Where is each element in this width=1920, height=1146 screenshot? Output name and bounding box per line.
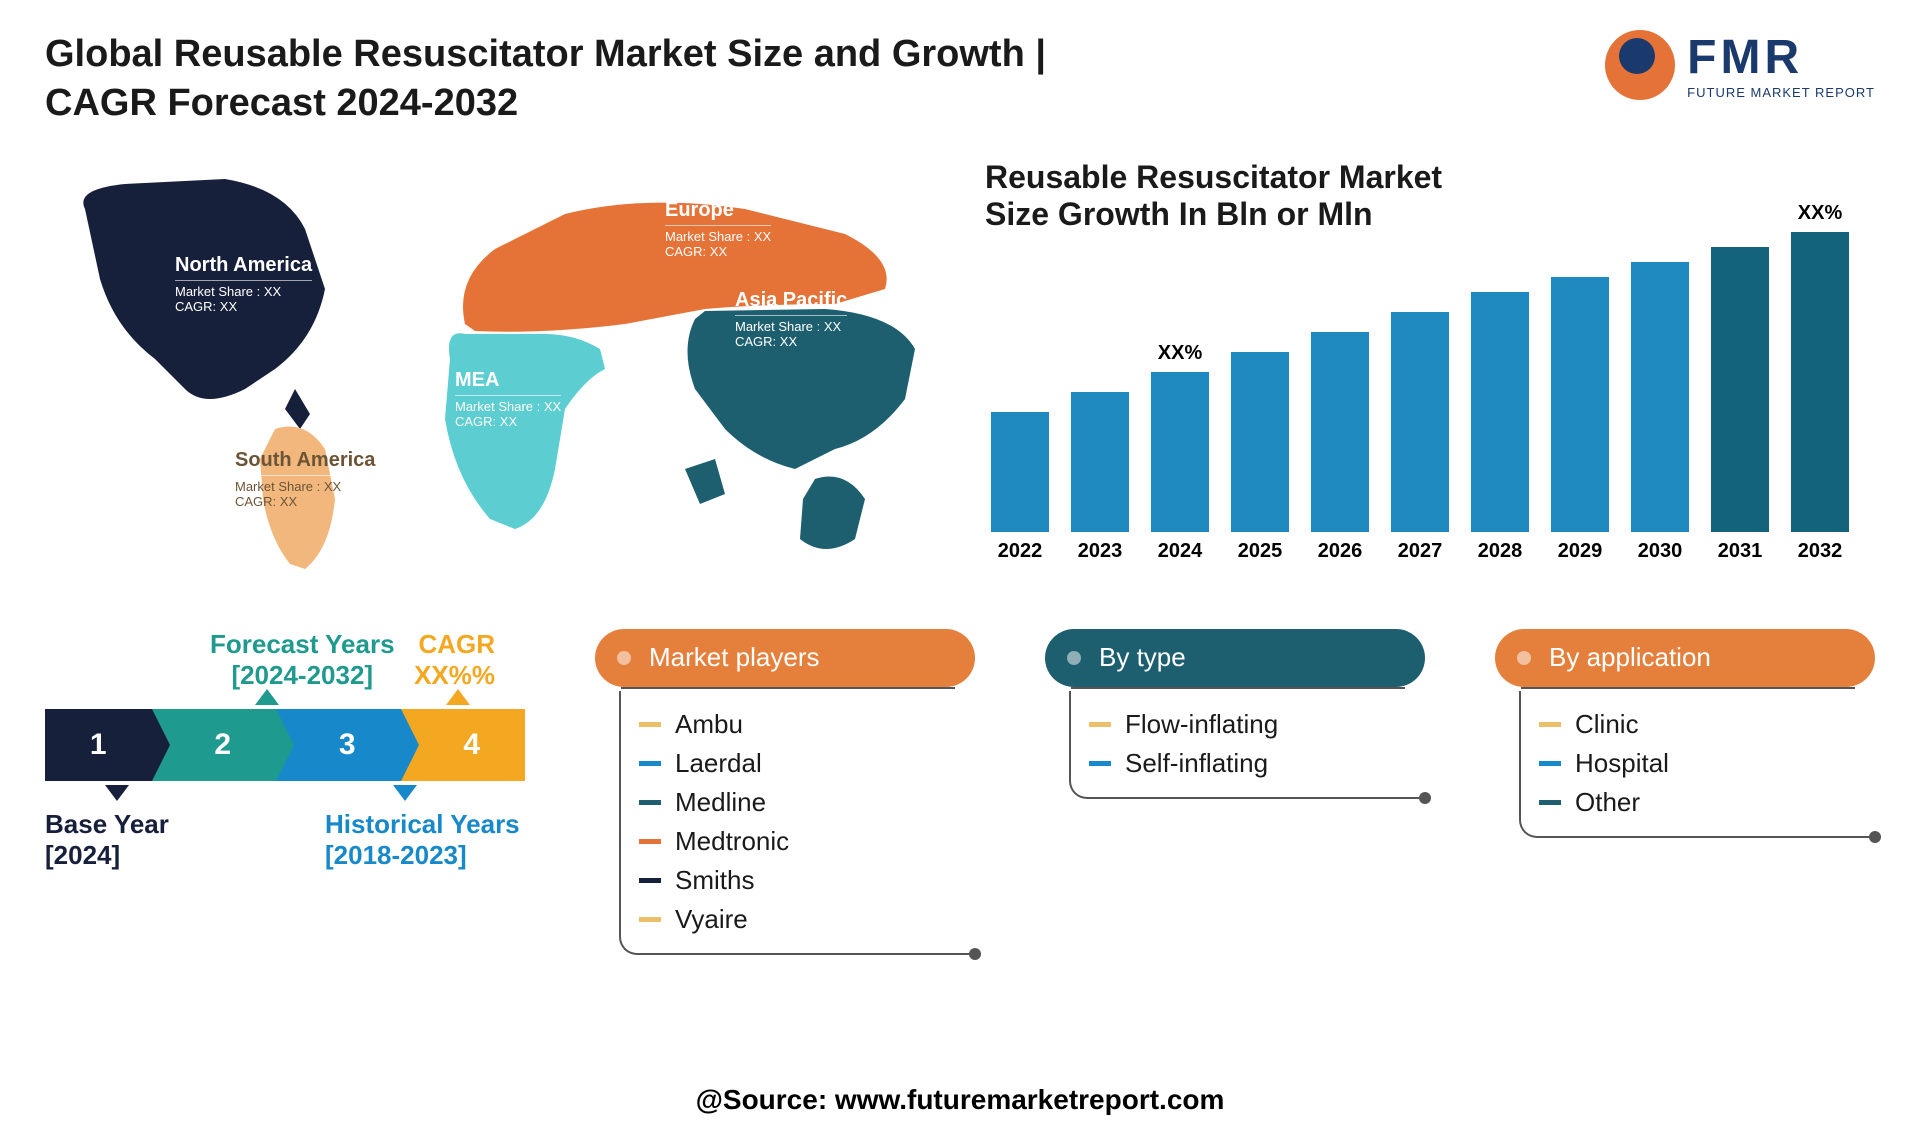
chart-title: Reusable Resuscitator Market Size Growth…	[985, 159, 1485, 233]
region-label: MEAMarket Share : XXCAGR: XX	[455, 369, 561, 429]
category-column: By typeFlow-inflatingSelf-inflating	[1045, 629, 1425, 955]
bar	[1391, 312, 1449, 532]
bar-column: 2022	[985, 412, 1055, 563]
bar-column: 2023	[1065, 392, 1135, 563]
bar-year-label: 2028	[1478, 540, 1523, 563]
bar-column: 2032XX%	[1785, 232, 1855, 563]
bar	[1151, 372, 1209, 532]
region-label: EuropeMarket Share : XXCAGR: XX	[665, 199, 771, 259]
header: Global Reusable Resuscitator Market Size…	[45, 30, 1875, 129]
base-range: [2024]	[45, 840, 169, 871]
list-item: Hospital	[1521, 744, 1875, 783]
bar-year-label: 2032	[1798, 540, 1843, 563]
list-item: Clinic	[1521, 705, 1875, 744]
category-pill: By application	[1495, 629, 1875, 687]
bar-year-label: 2022	[998, 540, 1043, 563]
triangle-down-icon	[105, 785, 129, 801]
content-row: North AmericaMarket Share : XXCAGR: XX So…	[45, 159, 1875, 579]
bar-annotation: XX%	[1798, 202, 1842, 228]
list-item: Laerdal	[621, 744, 975, 783]
category-column: By applicationClinicHospitalOther	[1495, 629, 1875, 955]
bar-chart: Reusable Resuscitator Market Size Growth…	[985, 159, 1875, 579]
bar-year-label: 2026	[1318, 540, 1363, 563]
bar	[1311, 332, 1369, 532]
timeline-segment: 3	[276, 709, 401, 781]
bar-year-label: 2025	[1238, 540, 1283, 563]
bar-column: 2030	[1625, 262, 1695, 563]
category-pill: By type	[1045, 629, 1425, 687]
bar	[1071, 392, 1129, 532]
bar	[1631, 262, 1689, 532]
forecast-range: [2024-2032]	[210, 660, 395, 691]
timeline-segment: 4	[401, 709, 526, 781]
logo: FMR FUTURE MARKET REPORT	[1605, 30, 1875, 100]
region-label: Asia PacificMarket Share : XXCAGR: XX	[735, 289, 847, 349]
list-item: Vyaire	[621, 900, 975, 939]
bar-year-label: 2027	[1398, 540, 1443, 563]
bar-year-label: 2031	[1718, 540, 1763, 563]
bar-column: 2026	[1305, 332, 1375, 563]
timeline-segment: 2	[152, 709, 277, 781]
logo-main-text: FMR	[1687, 30, 1875, 85]
world-map: North AmericaMarket Share : XXCAGR: XX So…	[45, 159, 945, 579]
bottom-row: Forecast Years [2024-2032] CAGR XX%% 123…	[45, 629, 1875, 955]
category-column: Market playersAmbuLaerdalMedlineMedtroni…	[595, 629, 975, 955]
bar	[1551, 277, 1609, 532]
bar-column: 2027	[1385, 312, 1455, 563]
bar-column: 2024XX%	[1145, 372, 1215, 563]
source-text: @Source: www.futuremarketreport.com	[696, 1084, 1225, 1116]
bar-year-label: 2024	[1158, 540, 1203, 563]
page-title: Global Reusable Resuscitator Market Size…	[45, 30, 1145, 129]
base-label: Base Year	[45, 809, 169, 840]
forecast-label: Forecast Years	[210, 629, 395, 660]
logo-sub-text: FUTURE MARKET REPORT	[1687, 85, 1875, 100]
triangle-down-icon	[393, 785, 417, 801]
bar-column: 2028	[1465, 292, 1535, 563]
bracket: ClinicHospitalOther	[1519, 691, 1875, 838]
cagr-label: CAGR	[414, 629, 495, 660]
region-label: South AmericaMarket Share : XXCAGR: XX	[235, 449, 375, 509]
bar-column: 2031	[1705, 247, 1775, 563]
bar	[1231, 352, 1289, 532]
category-columns: Market playersAmbuLaerdalMedlineMedtroni…	[595, 629, 1875, 955]
bar-column: 2029	[1545, 277, 1615, 563]
category-pill: Market players	[595, 629, 975, 687]
hist-label: Historical Years	[325, 809, 520, 840]
list-item: Medline	[621, 783, 975, 822]
bar	[991, 412, 1049, 532]
list-item: Medtronic	[621, 822, 975, 861]
bar-column: 2025	[1225, 352, 1295, 563]
list-item: Other	[1521, 783, 1875, 822]
list-item: Ambu	[621, 705, 975, 744]
hist-range: [2018-2023]	[325, 840, 520, 871]
bar	[1471, 292, 1529, 532]
bar-year-label: 2029	[1558, 540, 1603, 563]
bracket: Flow-inflatingSelf-inflating	[1069, 691, 1425, 799]
bar	[1711, 247, 1769, 532]
timeline-bar: 1234	[45, 709, 525, 781]
bar-annotation: XX%	[1158, 342, 1202, 368]
region-label: North AmericaMarket Share : XXCAGR: XX	[175, 254, 312, 314]
bar-year-label: 2023	[1078, 540, 1123, 563]
timeline-segment: 1	[45, 709, 152, 781]
bar	[1791, 232, 1849, 532]
bracket: AmbuLaerdalMedlineMedtronicSmithsVyaire	[619, 691, 975, 955]
logo-icon	[1605, 30, 1675, 100]
timeline: Forecast Years [2024-2032] CAGR XX%% 123…	[45, 629, 525, 781]
triangle-up-icon	[446, 689, 470, 705]
triangle-up-icon	[255, 689, 279, 705]
bars-container: 202220232024XX%2025202620272028202920302…	[985, 243, 1875, 563]
bar-year-label: 2030	[1638, 540, 1683, 563]
list-item: Self-inflating	[1071, 744, 1425, 783]
cagr-value: XX%%	[414, 660, 495, 691]
list-item: Flow-inflating	[1071, 705, 1425, 744]
list-item: Smiths	[621, 861, 975, 900]
